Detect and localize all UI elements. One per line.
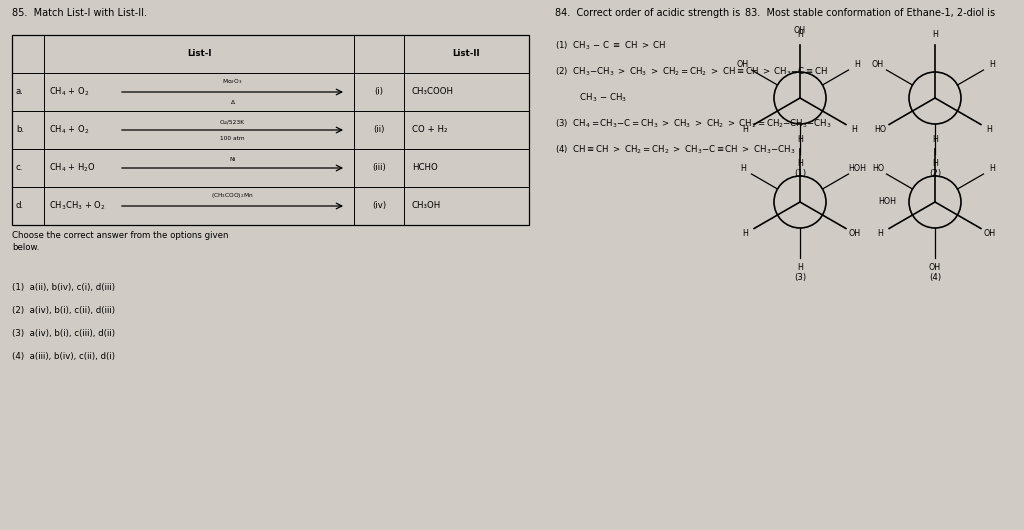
Text: HO: HO bbox=[874, 125, 887, 134]
Text: List-I: List-I bbox=[186, 49, 211, 58]
Text: H: H bbox=[742, 125, 749, 134]
Text: CH$_3$ $-$ CH$_3$: CH$_3$ $-$ CH$_3$ bbox=[555, 92, 627, 104]
Text: (2)  CH$_3$$-$CH$_3$ $>$ CH$_3$ $>$ CH$_2$$=$CH$_2$ $>$ CH$\equiv$CH $>$ CH$_3$$: (2) CH$_3$$-$CH$_3$ $>$ CH$_3$ $>$ CH$_2… bbox=[555, 66, 828, 78]
Text: H: H bbox=[878, 229, 884, 238]
Text: (i): (i) bbox=[375, 87, 384, 96]
Text: d.: d. bbox=[16, 201, 25, 210]
Text: H: H bbox=[986, 125, 992, 134]
Text: H: H bbox=[852, 125, 857, 134]
Text: HOH: HOH bbox=[848, 164, 866, 173]
Text: (3)  a(iv), b(i), c(iii), d(ii): (3) a(iv), b(i), c(iii), d(ii) bbox=[12, 329, 115, 338]
Text: OH: OH bbox=[871, 60, 884, 69]
Text: H: H bbox=[854, 60, 860, 69]
Text: CH₃COOH: CH₃COOH bbox=[412, 87, 454, 96]
Text: H: H bbox=[932, 135, 938, 144]
Text: 84.  Correct order of acidic strength is: 84. Correct order of acidic strength is bbox=[555, 8, 740, 18]
Text: CH$_4$ + H$_2$O: CH$_4$ + H$_2$O bbox=[49, 162, 96, 174]
Bar bbox=[12, 35, 529, 225]
Text: (iv): (iv) bbox=[372, 201, 386, 210]
Text: H: H bbox=[797, 135, 803, 144]
Text: (3): (3) bbox=[794, 273, 806, 282]
Text: HOH: HOH bbox=[878, 198, 896, 207]
Text: Ni: Ni bbox=[229, 157, 236, 162]
Text: (CH$_3$COO)$_2$Mn: (CH$_3$COO)$_2$Mn bbox=[211, 191, 254, 200]
Text: (1)  a(ii), b(iv), c(i), d(iii): (1) a(ii), b(iv), c(i), d(iii) bbox=[12, 283, 115, 292]
Text: H: H bbox=[989, 164, 995, 173]
Text: (ii): (ii) bbox=[374, 126, 385, 135]
Text: H: H bbox=[797, 160, 803, 169]
Text: Choose the correct answer from the options given
below.: Choose the correct answer from the optio… bbox=[12, 231, 228, 252]
Text: (1): (1) bbox=[794, 169, 806, 178]
Text: (4): (4) bbox=[929, 273, 941, 282]
Text: HCHO: HCHO bbox=[412, 163, 437, 172]
Text: H: H bbox=[742, 229, 749, 238]
Text: (2): (2) bbox=[929, 169, 941, 178]
Text: Mo$_2$O$_3$: Mo$_2$O$_3$ bbox=[222, 77, 243, 86]
Text: H: H bbox=[740, 164, 745, 173]
Text: c.: c. bbox=[16, 163, 24, 172]
Text: List-II: List-II bbox=[453, 49, 480, 58]
Text: H: H bbox=[797, 31, 803, 40]
Text: $\Delta$: $\Delta$ bbox=[229, 98, 236, 106]
Text: CH$_4$ + O$_2$: CH$_4$ + O$_2$ bbox=[49, 86, 89, 98]
Text: H: H bbox=[989, 60, 995, 69]
Text: OH: OH bbox=[929, 263, 941, 272]
Text: a.: a. bbox=[16, 87, 24, 96]
Text: Cu/523K: Cu/523K bbox=[220, 119, 245, 124]
Text: (4)  CH$\equiv$CH $>$ CH$_2$$=$CH$_2$ $>$ CH$_3$$-$C$\equiv$CH $>$ CH$_3$$-$CH$_: (4) CH$\equiv$CH $>$ CH$_2$$=$CH$_2$ $>$… bbox=[555, 144, 796, 156]
Text: b.: b. bbox=[16, 126, 25, 135]
Text: OH: OH bbox=[983, 229, 995, 238]
Text: (iii): (iii) bbox=[372, 163, 386, 172]
Text: HO: HO bbox=[871, 164, 884, 173]
Text: (4)  a(iii), b(iv), c(ii), d(i): (4) a(iii), b(iv), c(ii), d(i) bbox=[12, 352, 115, 361]
Text: OH: OH bbox=[737, 60, 749, 69]
Text: CH$_3$CH$_3$ + O$_2$: CH$_3$CH$_3$ + O$_2$ bbox=[49, 200, 105, 212]
Text: CH₃OH: CH₃OH bbox=[412, 201, 441, 210]
Text: CH$_4$ + O$_2$: CH$_4$ + O$_2$ bbox=[49, 123, 89, 136]
Text: H: H bbox=[932, 31, 938, 40]
Text: OH: OH bbox=[794, 26, 806, 35]
Text: H: H bbox=[797, 263, 803, 272]
Text: 100 atm: 100 atm bbox=[220, 136, 245, 141]
Text: 83.  Most stable conformation of Ethane-1, 2-diol is: 83. Most stable conformation of Ethane-1… bbox=[744, 8, 995, 18]
Text: (1)  CH$_3$ $-$ C $\equiv$ CH $>$ CH: (1) CH$_3$ $-$ C $\equiv$ CH $>$ CH bbox=[555, 40, 667, 52]
Text: 85.  Match List-I with List-II.: 85. Match List-I with List-II. bbox=[12, 8, 147, 18]
Text: H: H bbox=[932, 160, 938, 169]
Text: (3)  CH$_4$$=$CH$_3$$-$C$=$CH$_3$ $>$ CH$_3$ $>$ CH$_2$ $>$ CH$_2$$=$CH$_2$$-$CH: (3) CH$_4$$=$CH$_3$$-$C$=$CH$_3$ $>$ CH$… bbox=[555, 118, 831, 130]
Text: (2)  a(iv), b(i), c(ii), d(iii): (2) a(iv), b(i), c(ii), d(iii) bbox=[12, 306, 115, 315]
Text: OH: OH bbox=[849, 229, 860, 238]
Text: CO + H₂: CO + H₂ bbox=[412, 126, 447, 135]
